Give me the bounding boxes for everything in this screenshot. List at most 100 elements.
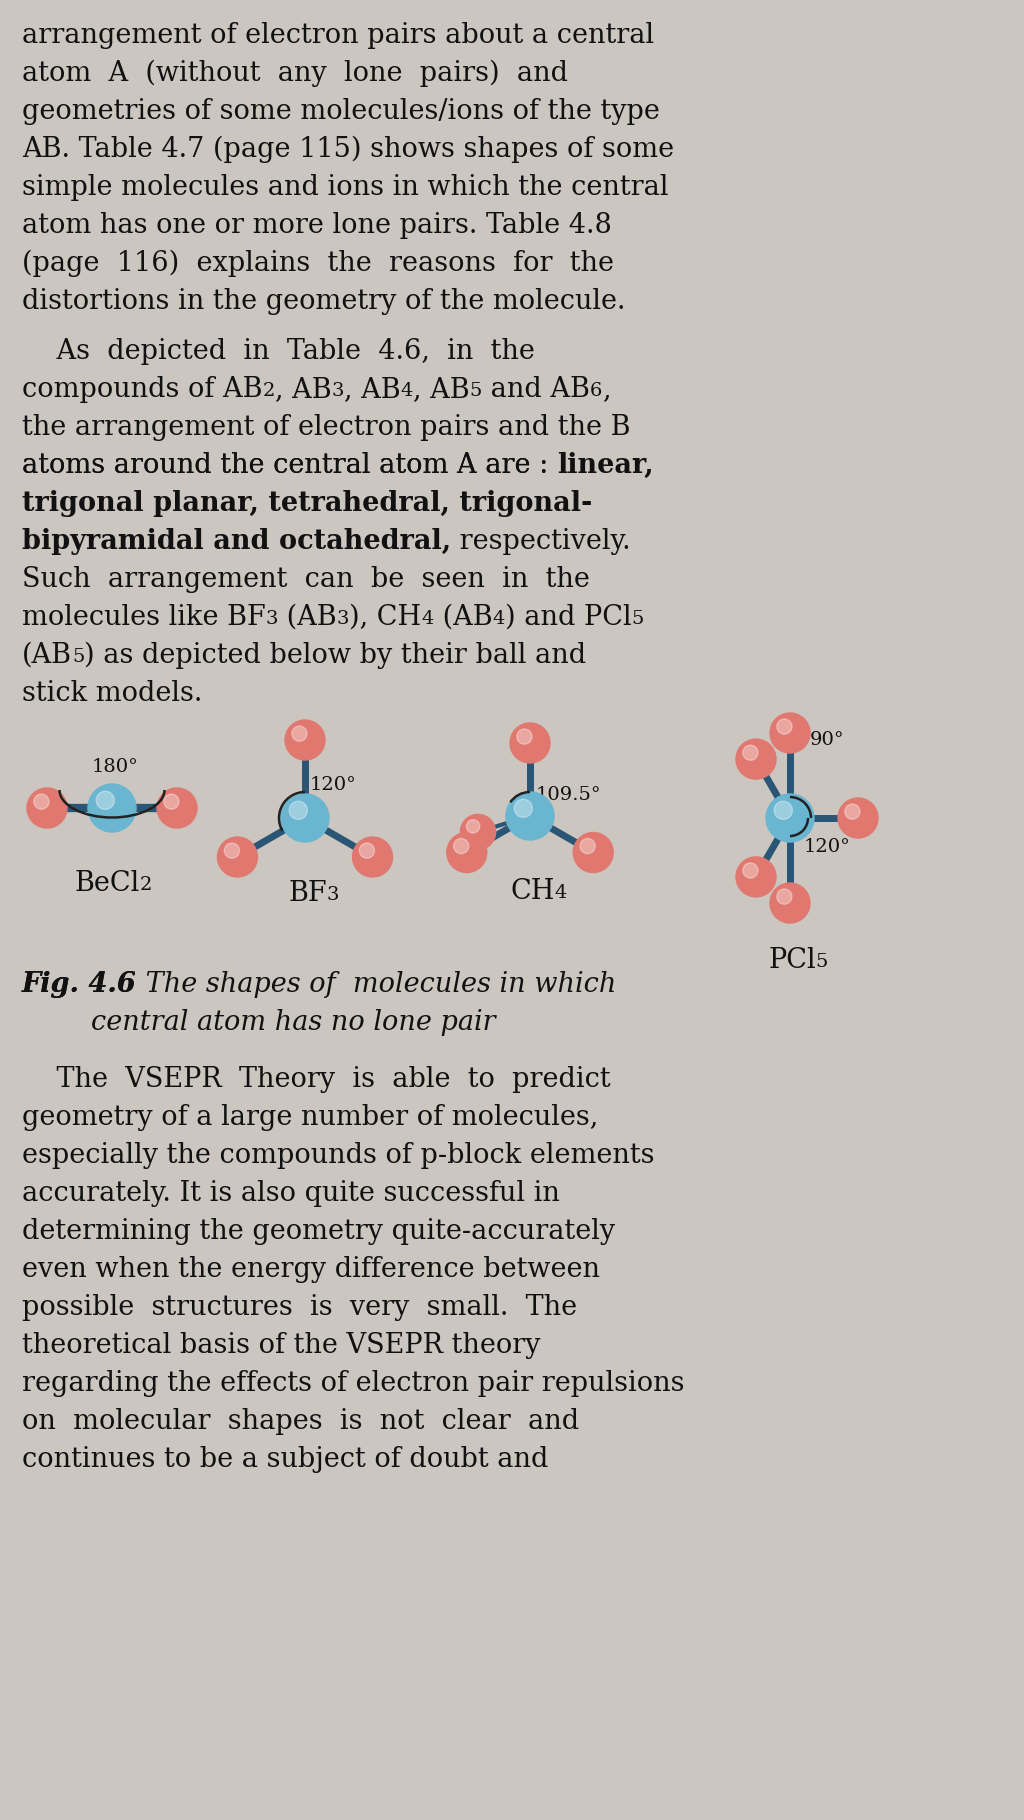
Circle shape bbox=[742, 744, 758, 761]
Circle shape bbox=[88, 784, 136, 832]
Text: central atom has no lone pair: central atom has no lone pair bbox=[22, 1008, 496, 1036]
Circle shape bbox=[573, 832, 613, 872]
Text: compounds of AB: compounds of AB bbox=[22, 377, 262, 402]
Circle shape bbox=[164, 794, 179, 810]
Text: and AB: and AB bbox=[482, 377, 590, 402]
Text: 5: 5 bbox=[72, 648, 84, 666]
Text: As  depicted  in  Table  4.6,  in  the: As depicted in Table 4.6, in the bbox=[22, 339, 535, 366]
Circle shape bbox=[217, 837, 257, 877]
Text: ), CH: ), CH bbox=[349, 604, 422, 632]
Text: Fig. 4.6: Fig. 4.6 bbox=[22, 972, 137, 997]
Text: 4: 4 bbox=[493, 610, 505, 628]
Text: molecules like BF: molecules like BF bbox=[22, 604, 266, 632]
Circle shape bbox=[514, 799, 532, 817]
Circle shape bbox=[736, 739, 776, 779]
Circle shape bbox=[777, 719, 792, 733]
Text: , AB: , AB bbox=[274, 377, 332, 402]
Circle shape bbox=[517, 730, 532, 744]
Circle shape bbox=[506, 792, 554, 841]
Text: 3: 3 bbox=[332, 382, 344, 400]
Text: AB. Table 4.7 (page 115) shows shapes of some: AB. Table 4.7 (page 115) shows shapes of… bbox=[22, 136, 674, 164]
Circle shape bbox=[454, 839, 469, 854]
Text: even when the energy difference between: even when the energy difference between bbox=[22, 1256, 600, 1283]
Text: atoms around the central atom A are :: atoms around the central atom A are : bbox=[22, 451, 557, 479]
Circle shape bbox=[845, 804, 860, 819]
Text: trigonal planar, tetrahedral, trigonal-: trigonal planar, tetrahedral, trigonal- bbox=[22, 490, 592, 517]
Text: geometry of a large number of molecules,: geometry of a large number of molecules, bbox=[22, 1105, 598, 1130]
Circle shape bbox=[359, 843, 375, 859]
Text: Fig. 4.6: Fig. 4.6 bbox=[22, 972, 137, 997]
Text: (page  116)  explains  the  reasons  for  the: (page 116) explains the reasons for the bbox=[22, 249, 614, 277]
Circle shape bbox=[292, 726, 307, 741]
Text: bipyramidal and octahedral,: bipyramidal and octahedral, bbox=[22, 528, 452, 555]
Text: The  VSEPR  Theory  is  able  to  predict: The VSEPR Theory is able to predict bbox=[22, 1067, 610, 1094]
Circle shape bbox=[96, 792, 115, 810]
Text: arrangement of electron pairs about a central: arrangement of electron pairs about a ce… bbox=[22, 22, 654, 49]
Text: determining the geometry quite-accurately: determining the geometry quite-accuratel… bbox=[22, 1218, 615, 1245]
Text: 2: 2 bbox=[262, 382, 274, 400]
Text: 3: 3 bbox=[266, 610, 279, 628]
Circle shape bbox=[285, 721, 325, 761]
Text: 5: 5 bbox=[816, 954, 828, 972]
Text: 3: 3 bbox=[337, 610, 349, 628]
Circle shape bbox=[770, 713, 810, 753]
Text: atom has one or more lone pairs. Table 4.8: atom has one or more lone pairs. Table 4… bbox=[22, 211, 612, 238]
Circle shape bbox=[770, 883, 810, 923]
Text: regarding the effects of electron pair repulsions: regarding the effects of electron pair r… bbox=[22, 1370, 684, 1398]
Text: CH: CH bbox=[510, 877, 554, 905]
Text: distortions in the geometry of the molecule.: distortions in the geometry of the molec… bbox=[22, 288, 626, 315]
Text: Such  arrangement  can  be  seen  in  the: Such arrangement can be seen in the bbox=[22, 566, 590, 593]
Text: (AB: (AB bbox=[279, 604, 337, 632]
Circle shape bbox=[281, 794, 329, 843]
Circle shape bbox=[510, 723, 550, 763]
Text: (AB: (AB bbox=[434, 604, 493, 632]
Text: 4: 4 bbox=[400, 382, 413, 400]
Circle shape bbox=[446, 832, 486, 872]
Text: ) as depicted below by their ball and: ) as depicted below by their ball and bbox=[84, 642, 587, 670]
Text: continues to be a subject of doubt and: continues to be a subject of doubt and bbox=[22, 1447, 549, 1472]
Circle shape bbox=[774, 801, 793, 819]
Circle shape bbox=[224, 843, 240, 859]
Text: BeCl: BeCl bbox=[74, 870, 139, 897]
Text: 90°: 90° bbox=[810, 732, 845, 750]
Circle shape bbox=[461, 814, 496, 850]
Text: PCl: PCl bbox=[768, 946, 816, 974]
Text: 4: 4 bbox=[554, 885, 566, 903]
Text: , AB: , AB bbox=[413, 377, 470, 402]
Text: 120°: 120° bbox=[804, 837, 851, 855]
Circle shape bbox=[352, 837, 392, 877]
Text: 120°: 120° bbox=[310, 775, 357, 794]
Circle shape bbox=[27, 788, 67, 828]
Text: accurately. It is also quite successful in: accurately. It is also quite successful … bbox=[22, 1179, 560, 1207]
Circle shape bbox=[157, 788, 197, 828]
Text: 2: 2 bbox=[139, 875, 152, 894]
Text: possible  structures  is  very  small.  The: possible structures is very small. The bbox=[22, 1294, 578, 1321]
Text: atom  A  (without  any  lone  pairs)  and: atom A (without any lone pairs) and bbox=[22, 60, 568, 87]
Text: ) and PCl: ) and PCl bbox=[505, 604, 632, 632]
Circle shape bbox=[766, 794, 814, 843]
Text: ,: , bbox=[602, 377, 610, 402]
Circle shape bbox=[580, 839, 595, 854]
Circle shape bbox=[289, 801, 307, 819]
Text: 3: 3 bbox=[327, 886, 339, 905]
Text: stick models.: stick models. bbox=[22, 681, 203, 706]
Text: on  molecular  shapes  is  not  clear  and: on molecular shapes is not clear and bbox=[22, 1409, 580, 1434]
Circle shape bbox=[777, 888, 792, 905]
Text: 6: 6 bbox=[590, 382, 602, 400]
Text: , AB: , AB bbox=[344, 377, 400, 402]
Text: BF: BF bbox=[288, 881, 327, 906]
Text: simple molecules and ions in which the central: simple molecules and ions in which the c… bbox=[22, 175, 669, 200]
Text: respectively.: respectively. bbox=[452, 528, 631, 555]
Text: 5: 5 bbox=[632, 610, 644, 628]
Text: (AB: (AB bbox=[22, 642, 72, 670]
Text: linear,: linear, bbox=[557, 451, 653, 479]
Text: The shapes of  molecules in which: The shapes of molecules in which bbox=[137, 972, 616, 997]
Circle shape bbox=[742, 863, 758, 877]
Text: 4: 4 bbox=[422, 610, 434, 628]
Text: theoretical basis of the VSEPR theory: theoretical basis of the VSEPR theory bbox=[22, 1332, 541, 1360]
Circle shape bbox=[736, 857, 776, 897]
Text: geometries of some molecules/ions of the type: geometries of some molecules/ions of the… bbox=[22, 98, 659, 126]
Text: 109.5°: 109.5° bbox=[536, 786, 602, 804]
Circle shape bbox=[34, 794, 49, 810]
Text: 5: 5 bbox=[470, 382, 482, 400]
